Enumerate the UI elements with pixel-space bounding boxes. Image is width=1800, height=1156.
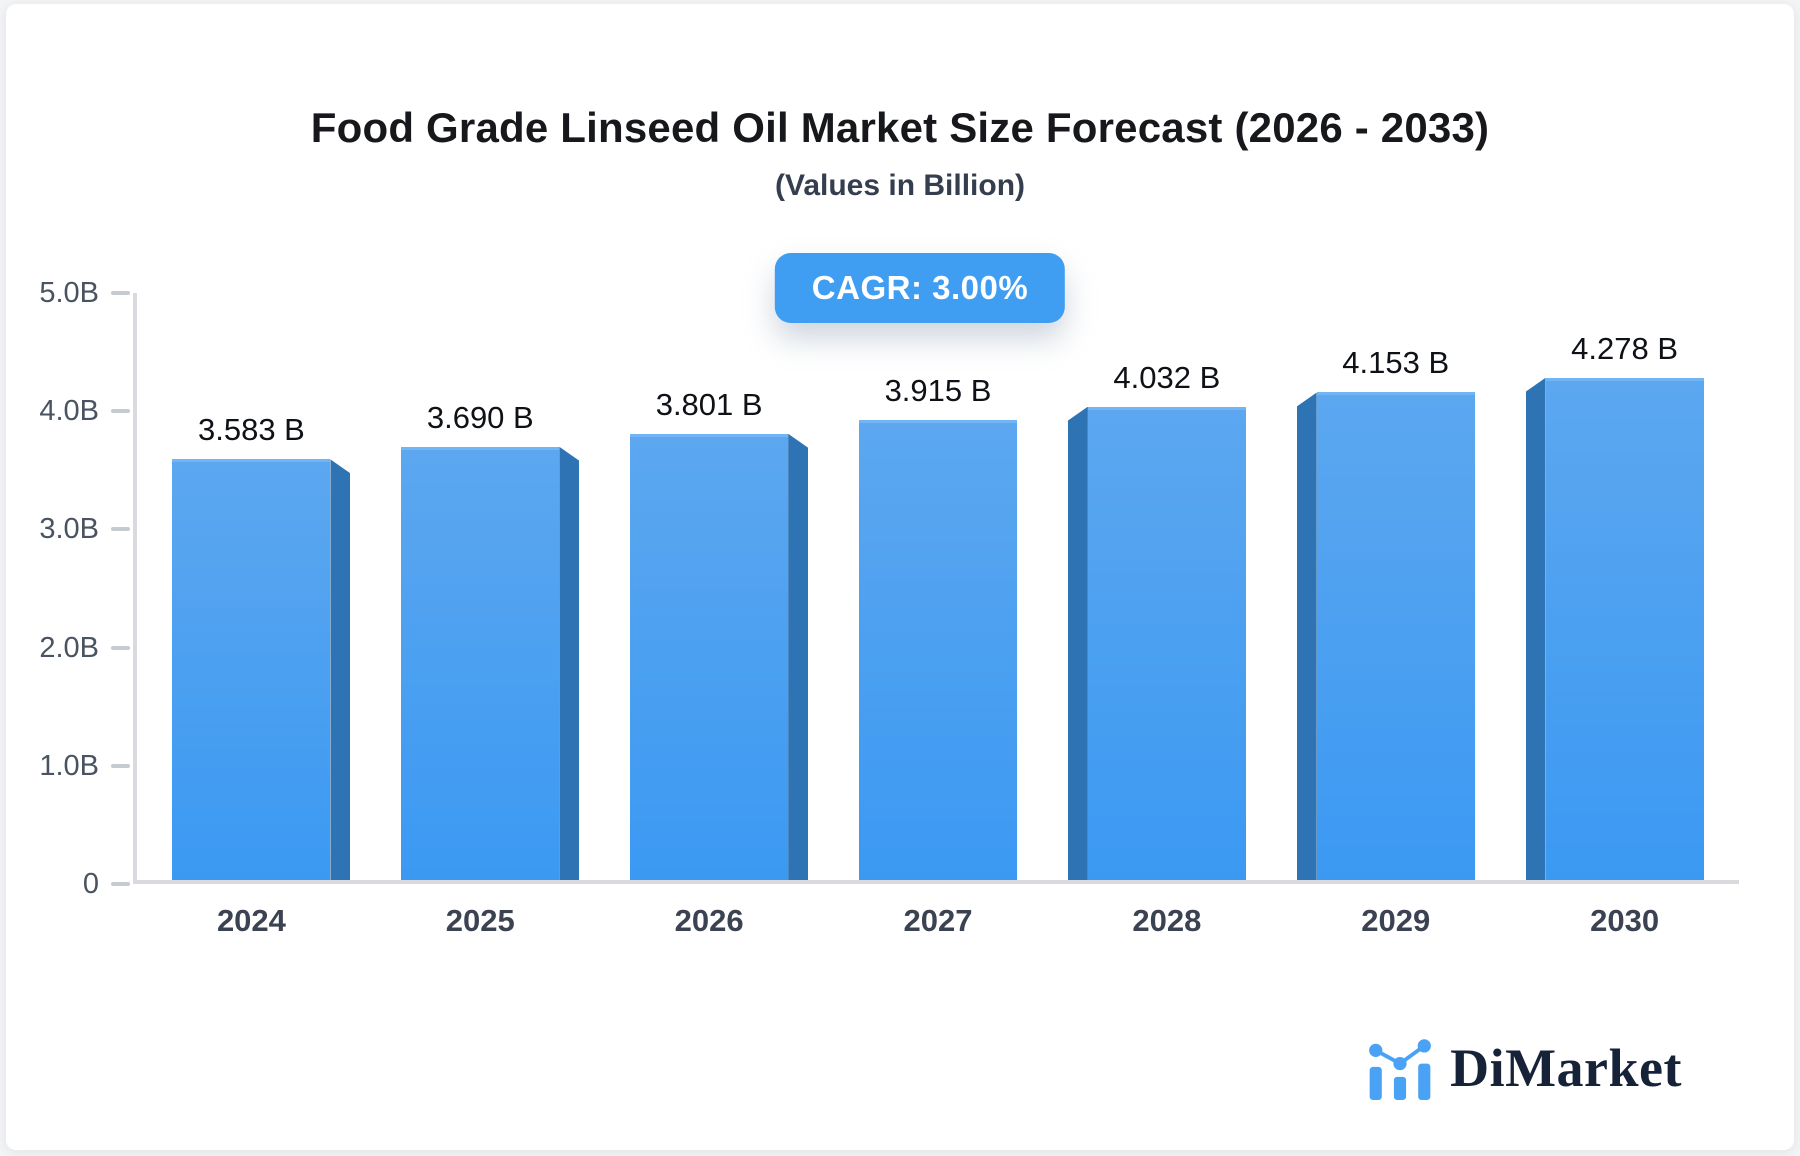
bar-side-face bbox=[1525, 377, 1546, 880]
y-axis-tick-mark bbox=[111, 763, 130, 768]
dimarket-logo: DiMarket bbox=[1366, 1036, 1682, 1100]
bar-value-label: 3.801 B bbox=[655, 386, 763, 422]
y-axis-tick-mark bbox=[111, 527, 130, 532]
y-axis-tick: 3.0B bbox=[6, 514, 133, 544]
y-axis-tick-label: 5.0B bbox=[39, 277, 99, 309]
bar-group-2030: 4.278 B 2030 bbox=[1510, 293, 1739, 938]
bar-2028[interactable] bbox=[1087, 406, 1246, 880]
bar-group-2026: 3.801 B 2026 bbox=[595, 293, 824, 938]
y-axis-tick-label: 1.0B bbox=[39, 749, 99, 782]
y-axis-tick-label: 4.0B bbox=[39, 395, 99, 428]
y-axis-tick-mark bbox=[111, 291, 130, 295]
bar-value-label: 3.583 B bbox=[197, 412, 305, 448]
x-axis-label-2026: 2026 bbox=[674, 903, 744, 938]
bar-value-label: 4.153 B bbox=[1342, 345, 1450, 381]
y-axis-tick-mark bbox=[111, 409, 130, 414]
y-axis-tick: 1.0B bbox=[6, 751, 133, 781]
bar-side-face bbox=[1067, 406, 1088, 880]
cagr-badge: CAGR: 3.00% bbox=[774, 253, 1066, 323]
bar-group-2029: 4.153 B 2029 bbox=[1281, 293, 1510, 938]
bar-group-2024: 3.583 B 2024 bbox=[137, 293, 366, 938]
bar-side-face bbox=[788, 433, 809, 880]
bar-2030[interactable] bbox=[1545, 377, 1704, 880]
bar-2026[interactable] bbox=[630, 433, 789, 880]
dimarket-logo-text: DiMarket bbox=[1450, 1038, 1682, 1098]
y-axis-tick-label: 3.0B bbox=[39, 513, 99, 546]
x-axis-label-2029: 2029 bbox=[1361, 903, 1431, 938]
y-axis-tick: 5.0B bbox=[6, 278, 133, 308]
x-axis-label-2027: 2027 bbox=[903, 903, 973, 938]
chart-card: Food Grade Linseed Oil Market Size Forec… bbox=[6, 4, 1794, 1150]
chart-subtitle: (Values in Billion) bbox=[774, 169, 1026, 202]
y-axis-tick-label: 2.0B bbox=[39, 631, 99, 664]
bar-value-label: 4.032 B bbox=[1113, 359, 1221, 395]
x-axis-label-2024: 2024 bbox=[216, 903, 286, 938]
bar-side-face bbox=[559, 446, 580, 880]
y-axis: 5.0B 4.0B 3.0B 2.0B 1.0B 0 bbox=[6, 278, 133, 899]
bar-group-2027: 3.915 B 2027 bbox=[824, 293, 1053, 938]
bar-2027[interactable] bbox=[859, 420, 1017, 880]
cagr-badge-label: CAGR: 3.00% bbox=[811, 269, 1029, 306]
bar-group-2028: 4.032 B 2028 bbox=[1052, 293, 1281, 938]
y-axis-tick-label: 0 bbox=[82, 868, 99, 900]
bar-value-label: 3.690 B bbox=[426, 399, 534, 435]
bar-side-face bbox=[330, 459, 351, 880]
y-axis-tick-mark bbox=[111, 645, 130, 650]
x-axis-label-2028: 2028 bbox=[1132, 903, 1202, 938]
bar-2025[interactable] bbox=[401, 446, 560, 880]
y-axis-tick: 0 bbox=[6, 869, 133, 899]
bar-value-label: 4.278 B bbox=[1571, 330, 1679, 366]
y-axis-tick: 4.0B bbox=[6, 396, 133, 426]
y-axis-tick: 2.0B bbox=[6, 633, 133, 663]
bar-side-face bbox=[1296, 392, 1317, 880]
bar-2024[interactable] bbox=[172, 459, 331, 880]
bar-2029[interactable] bbox=[1316, 392, 1475, 880]
bar-value-label: 3.915 B bbox=[884, 373, 992, 409]
x-axis-label-2025: 2025 bbox=[445, 903, 515, 938]
y-axis-tick-mark bbox=[111, 882, 130, 886]
bar-group-2025: 3.690 B 2025 bbox=[366, 293, 595, 938]
page-title: Food Grade Linseed Oil Market Size Forec… bbox=[310, 104, 1490, 151]
plot-area: 3.583 B 2024 3.690 B 2025 3.801 B 2026 3.915 B… bbox=[133, 293, 1739, 938]
dimarket-logo-icon bbox=[1369, 1039, 1431, 1100]
x-axis-label-2030: 2030 bbox=[1590, 903, 1660, 938]
